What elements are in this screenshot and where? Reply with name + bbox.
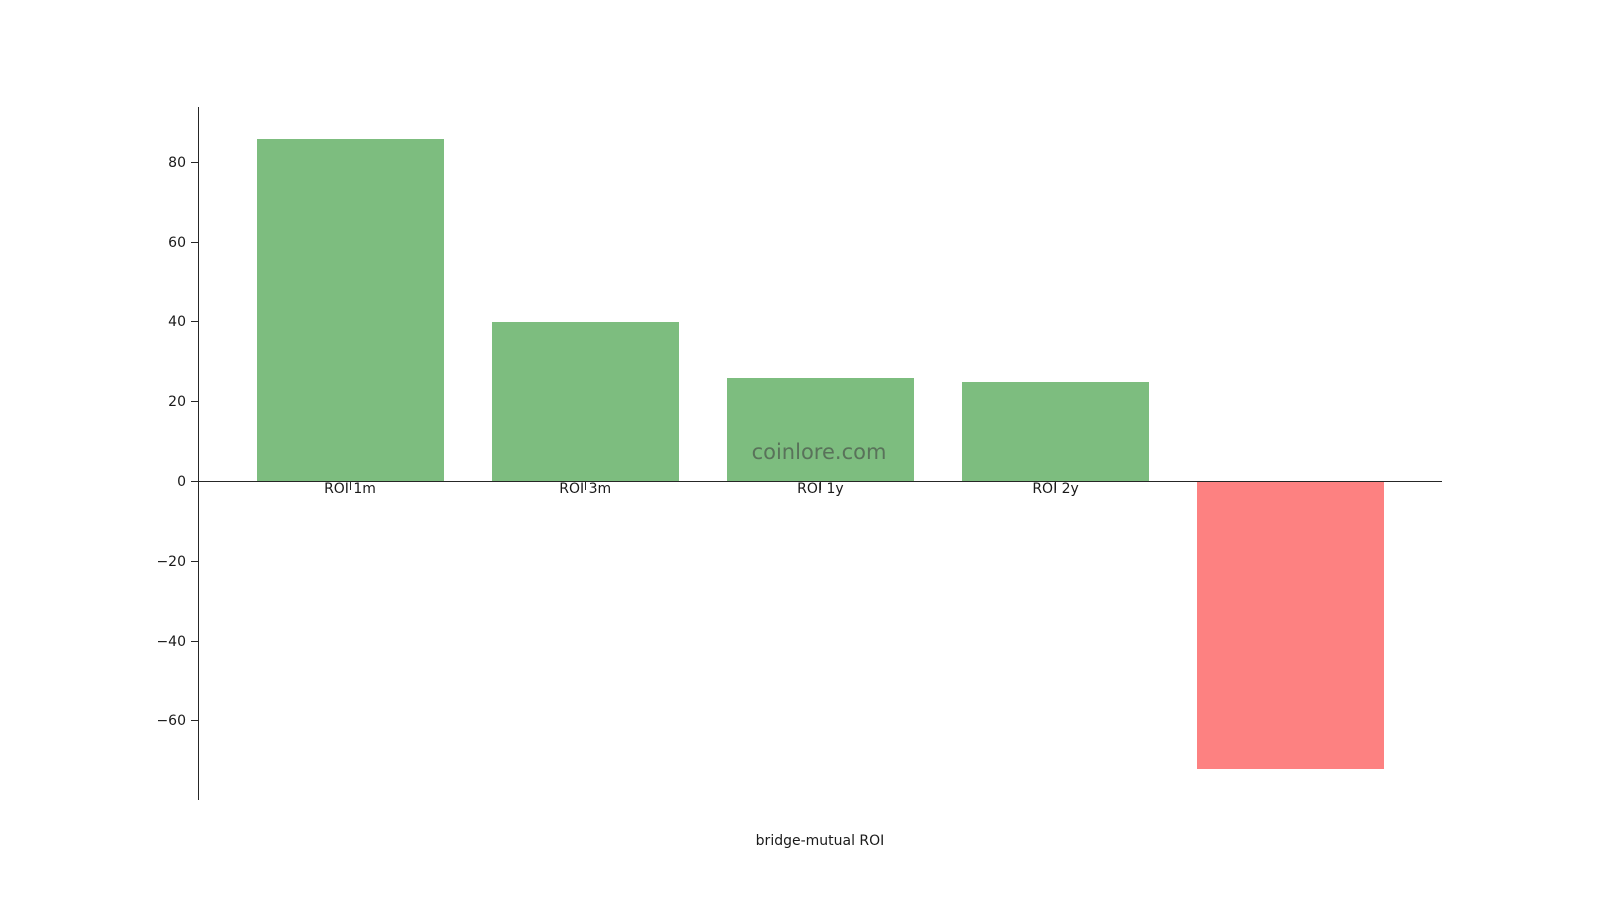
positive-roi-bar (256, 138, 444, 482)
y-axis-tick (191, 161, 198, 163)
y-axis-tick (191, 241, 198, 243)
y-axis-tick-label: −60 (156, 713, 186, 730)
y-axis-line (198, 107, 199, 800)
y-axis-tick (191, 481, 198, 482)
x-axis-tick-label: ROI 2y (1032, 481, 1079, 497)
chart-title: bridge-mutual ROI (755, 833, 885, 849)
y-axis-tick-label: −40 (156, 633, 186, 650)
y-axis-tick (191, 640, 198, 642)
positive-roi-bar (962, 382, 1150, 482)
y-axis-tick (191, 321, 198, 323)
x-axis-tick (1055, 482, 1057, 490)
y-axis-tick-label: 20 (168, 394, 186, 411)
y-axis-tick-label: 40 (168, 314, 186, 331)
x-axis-tick (819, 482, 821, 490)
x-axis-tick-label: ROI 1y (797, 481, 844, 497)
negative-roi-bar (1197, 482, 1385, 770)
y-axis-tick-label: 60 (168, 234, 186, 251)
positive-roi-bar (726, 378, 914, 482)
y-axis-tick (191, 720, 198, 722)
x-axis-tick (584, 482, 586, 490)
watermark: coinlore.com (751, 440, 887, 464)
x-axis-line (199, 481, 1442, 482)
y-axis-tick (191, 560, 198, 562)
y-axis-tick-label: −20 (156, 553, 186, 570)
positive-roi-bar (491, 322, 679, 482)
y-axis-tick-label: 0 (177, 474, 186, 490)
y-axis-tick (191, 401, 198, 403)
x-axis-tick (349, 482, 351, 490)
y-axis-tick-label: 80 (168, 154, 186, 171)
x-axis-tick-label: ROI 3m (559, 481, 612, 497)
x-axis-tick-label: ROI 1m (324, 481, 376, 497)
